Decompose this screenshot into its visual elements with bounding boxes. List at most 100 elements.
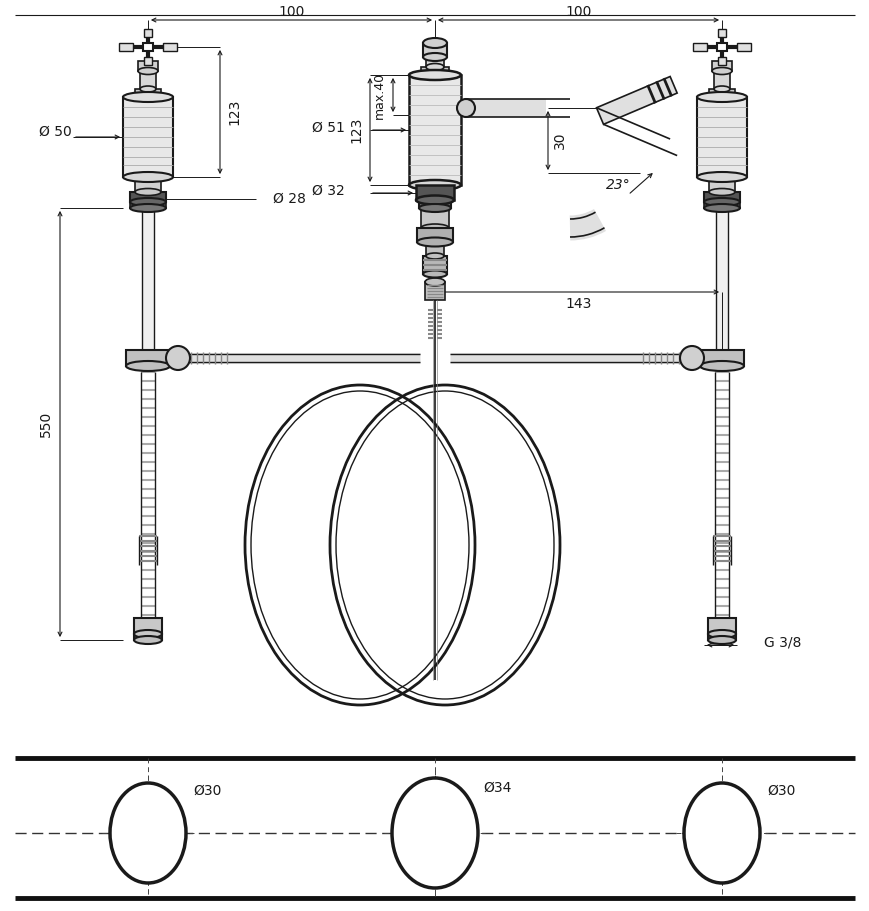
Bar xyxy=(140,71,156,89)
Ellipse shape xyxy=(696,172,746,182)
Ellipse shape xyxy=(416,238,453,247)
Bar xyxy=(708,177,734,192)
Ellipse shape xyxy=(422,53,447,61)
Circle shape xyxy=(680,346,703,370)
Text: 550: 550 xyxy=(39,411,53,437)
Text: 100: 100 xyxy=(565,5,591,19)
Ellipse shape xyxy=(703,198,740,206)
Ellipse shape xyxy=(700,361,743,371)
Bar xyxy=(421,208,448,228)
Ellipse shape xyxy=(683,783,760,883)
Text: 123: 123 xyxy=(348,117,362,143)
Bar xyxy=(138,61,158,71)
Ellipse shape xyxy=(708,189,734,196)
Bar xyxy=(708,89,734,97)
Bar xyxy=(466,99,546,117)
Circle shape xyxy=(166,346,189,370)
Bar xyxy=(713,71,729,89)
Text: Ø 32: Ø 32 xyxy=(312,184,345,198)
Bar xyxy=(693,43,706,51)
Bar xyxy=(119,43,133,51)
Bar xyxy=(419,200,450,208)
Ellipse shape xyxy=(135,189,161,196)
Bar xyxy=(425,282,444,300)
Bar xyxy=(126,350,169,366)
Bar xyxy=(134,618,162,634)
Ellipse shape xyxy=(703,204,740,212)
Bar xyxy=(135,89,161,97)
Text: Ø30: Ø30 xyxy=(767,784,795,798)
Bar xyxy=(715,208,727,358)
Bar xyxy=(144,57,152,65)
Bar xyxy=(129,202,166,208)
Ellipse shape xyxy=(123,172,173,182)
Ellipse shape xyxy=(408,70,461,80)
Bar xyxy=(134,634,162,640)
Text: 123: 123 xyxy=(227,98,241,125)
Ellipse shape xyxy=(713,86,729,92)
Bar xyxy=(123,97,173,177)
Bar xyxy=(711,61,731,71)
Polygon shape xyxy=(596,77,676,124)
Bar xyxy=(426,242,443,256)
Ellipse shape xyxy=(415,196,454,204)
Ellipse shape xyxy=(109,783,186,883)
Text: 143: 143 xyxy=(565,297,591,311)
Bar xyxy=(415,185,454,200)
Bar xyxy=(129,192,166,202)
Text: max.40: max.40 xyxy=(372,71,385,118)
Bar xyxy=(408,75,461,185)
Ellipse shape xyxy=(421,224,448,232)
Bar xyxy=(416,228,453,242)
Bar xyxy=(707,634,735,640)
Bar xyxy=(736,43,750,51)
Ellipse shape xyxy=(126,361,169,371)
Bar xyxy=(143,43,153,51)
Ellipse shape xyxy=(426,64,443,70)
Ellipse shape xyxy=(140,86,156,92)
Ellipse shape xyxy=(123,92,173,102)
Text: 30: 30 xyxy=(553,132,567,149)
Text: Ø34: Ø34 xyxy=(483,781,512,795)
Bar xyxy=(144,29,152,37)
Bar xyxy=(142,208,154,358)
Bar xyxy=(707,618,735,634)
Text: G 3/8: G 3/8 xyxy=(763,636,800,650)
Bar xyxy=(426,57,443,67)
Ellipse shape xyxy=(707,630,735,638)
Bar xyxy=(422,256,447,274)
Bar xyxy=(703,202,740,208)
Ellipse shape xyxy=(419,204,450,212)
Ellipse shape xyxy=(129,204,166,212)
Bar xyxy=(163,43,176,51)
Text: 23°: 23° xyxy=(605,178,630,192)
Bar xyxy=(700,350,743,366)
Text: 100: 100 xyxy=(278,5,304,19)
Bar xyxy=(717,57,725,65)
Bar xyxy=(716,43,726,51)
Ellipse shape xyxy=(425,278,444,286)
Text: Ø 28: Ø 28 xyxy=(273,192,306,206)
Ellipse shape xyxy=(456,99,474,117)
Ellipse shape xyxy=(138,67,158,75)
Ellipse shape xyxy=(422,271,447,278)
Bar xyxy=(696,97,746,177)
Ellipse shape xyxy=(711,67,731,75)
Bar xyxy=(135,177,161,192)
Ellipse shape xyxy=(426,253,443,259)
Bar xyxy=(717,29,725,37)
Ellipse shape xyxy=(129,198,166,206)
Text: Ø30: Ø30 xyxy=(194,784,222,798)
Ellipse shape xyxy=(696,92,746,102)
Bar xyxy=(422,43,447,57)
Ellipse shape xyxy=(421,71,448,79)
Ellipse shape xyxy=(707,636,735,644)
Ellipse shape xyxy=(134,636,162,644)
Bar xyxy=(421,67,448,75)
Text: Ø 51: Ø 51 xyxy=(312,121,345,135)
Text: Ø 50: Ø 50 xyxy=(38,125,71,139)
Ellipse shape xyxy=(392,778,477,888)
Bar xyxy=(703,192,740,202)
Ellipse shape xyxy=(422,38,447,48)
Ellipse shape xyxy=(408,180,461,190)
